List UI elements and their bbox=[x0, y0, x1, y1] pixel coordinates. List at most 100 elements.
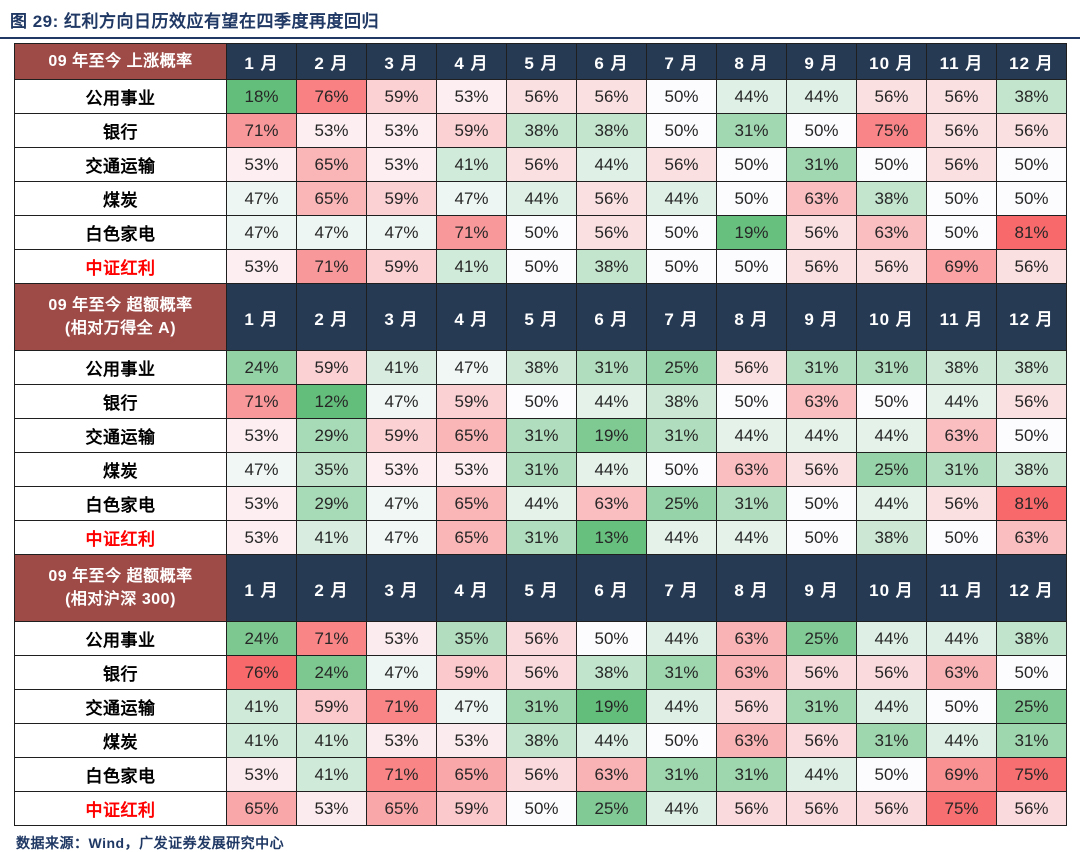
section-2-month-header-8: 8 月 bbox=[716, 283, 787, 351]
row-label: 交通运输 bbox=[14, 418, 227, 453]
value-cell: 56% bbox=[506, 757, 577, 792]
value-cell: 47% bbox=[436, 689, 507, 724]
value-cell: 56% bbox=[996, 249, 1067, 284]
row-label: 公用事业 bbox=[14, 79, 227, 114]
value-cell: 56% bbox=[996, 791, 1067, 826]
value-cell: 44% bbox=[576, 384, 647, 419]
value-cell: 50% bbox=[786, 113, 857, 148]
value-cell: 44% bbox=[786, 79, 857, 114]
row-label: 银行 bbox=[14, 384, 227, 419]
section-3-month-header-10: 10 月 bbox=[856, 554, 927, 622]
value-cell: 41% bbox=[296, 520, 367, 555]
section-3-month-header-9: 9 月 bbox=[786, 554, 857, 622]
value-cell: 71% bbox=[226, 113, 297, 148]
value-cell: 56% bbox=[926, 486, 997, 521]
value-cell: 29% bbox=[296, 418, 367, 453]
value-cell: 25% bbox=[646, 350, 717, 385]
section-3-title: 09 年至今 超额概率 (相对沪深 300) bbox=[14, 554, 227, 622]
value-cell: 56% bbox=[926, 79, 997, 114]
table-row: 白色家电 47% 47% 47% 71% 50% 56% 50% 19% 56% 63% 50% 81% bbox=[14, 215, 1067, 250]
value-cell: 44% bbox=[646, 621, 717, 656]
value-cell: 47% bbox=[226, 181, 297, 216]
section-3-month-header-4: 4 月 bbox=[436, 554, 507, 622]
value-cell: 44% bbox=[716, 79, 787, 114]
table-row: 煤炭 47% 65% 59% 47% 44% 56% 44% 50% 63% 38% 50% 50% bbox=[14, 181, 1067, 216]
value-cell: 56% bbox=[856, 79, 927, 114]
value-cell: 50% bbox=[506, 384, 577, 419]
value-cell: 63% bbox=[786, 181, 857, 216]
value-cell: 47% bbox=[366, 486, 437, 521]
section-2-month-header-3: 3 月 bbox=[366, 283, 437, 351]
value-cell: 59% bbox=[436, 791, 507, 826]
value-cell: 63% bbox=[786, 384, 857, 419]
value-cell: 50% bbox=[646, 215, 717, 250]
value-cell: 50% bbox=[856, 757, 927, 792]
section-1-month-header-4: 4 月 bbox=[436, 43, 507, 80]
section-3-month-header-11: 11 月 bbox=[926, 554, 997, 622]
value-cell: 50% bbox=[646, 113, 717, 148]
value-cell: 50% bbox=[506, 791, 577, 826]
value-cell: 50% bbox=[996, 147, 1067, 182]
section-2-title: 09 年至今 超额概率 (相对万得全 A) bbox=[14, 283, 227, 351]
value-cell: 31% bbox=[716, 486, 787, 521]
value-cell: 41% bbox=[366, 350, 437, 385]
section-1-title: 09 年至今 上涨概率 bbox=[14, 43, 227, 80]
value-cell: 63% bbox=[716, 655, 787, 690]
value-cell: 63% bbox=[716, 621, 787, 656]
value-cell: 31% bbox=[716, 757, 787, 792]
value-cell: 59% bbox=[436, 384, 507, 419]
value-cell: 41% bbox=[296, 723, 367, 758]
value-cell: 44% bbox=[786, 757, 857, 792]
value-cell: 56% bbox=[786, 791, 857, 826]
section-3-month-header-12: 12 月 bbox=[996, 554, 1067, 622]
figure-title: 图 29: 红利方向日历效应有望在四季度再度回归 bbox=[10, 12, 380, 31]
value-cell: 53% bbox=[226, 520, 297, 555]
value-cell: 44% bbox=[856, 621, 927, 656]
value-cell: 44% bbox=[646, 520, 717, 555]
value-cell: 56% bbox=[576, 215, 647, 250]
value-cell: 31% bbox=[996, 723, 1067, 758]
value-cell: 56% bbox=[926, 147, 997, 182]
value-cell: 47% bbox=[366, 215, 437, 250]
value-cell: 56% bbox=[646, 147, 717, 182]
value-cell: 31% bbox=[506, 452, 577, 487]
value-cell: 63% bbox=[716, 452, 787, 487]
row-label: 银行 bbox=[14, 113, 227, 148]
value-cell: 59% bbox=[366, 249, 437, 284]
section-3-month-header-1: 1 月 bbox=[226, 554, 297, 622]
value-cell: 31% bbox=[856, 350, 927, 385]
section-3-month-header-7: 7 月 bbox=[646, 554, 717, 622]
section-2-month-header-2: 2 月 bbox=[296, 283, 367, 351]
value-cell: 38% bbox=[996, 452, 1067, 487]
value-cell: 56% bbox=[506, 655, 577, 690]
value-cell: 41% bbox=[436, 249, 507, 284]
value-cell: 69% bbox=[926, 249, 997, 284]
value-cell: 76% bbox=[226, 655, 297, 690]
value-cell: 47% bbox=[226, 452, 297, 487]
row-label: 煤炭 bbox=[14, 181, 227, 216]
table-row: 银行 76% 24% 47% 59% 56% 38% 31% 63% 56% 56% 63% 50% bbox=[14, 655, 1067, 690]
value-cell: 18% bbox=[226, 79, 297, 114]
value-cell: 50% bbox=[716, 181, 787, 216]
section-1-month-header-2: 2 月 bbox=[296, 43, 367, 80]
table-row: 白色家电 53% 41% 71% 65% 56% 63% 31% 31% 44% 50% 69% 75% bbox=[14, 757, 1067, 792]
section-1-month-header-10: 10 月 bbox=[856, 43, 927, 80]
value-cell: 47% bbox=[366, 655, 437, 690]
value-cell: 50% bbox=[926, 689, 997, 724]
row-label: 公用事业 bbox=[14, 621, 227, 656]
value-cell: 71% bbox=[226, 384, 297, 419]
value-cell: 38% bbox=[576, 249, 647, 284]
section-1-month-header-7: 7 月 bbox=[646, 43, 717, 80]
section-3-month-header-6: 6 月 bbox=[576, 554, 647, 622]
value-cell: 38% bbox=[856, 520, 927, 555]
table-row: 中证红利 65% 53% 65% 59% 50% 25% 44% 56% 56% 56% 75% 56% bbox=[14, 791, 1067, 826]
table-row: 煤炭 47% 35% 53% 53% 31% 44% 50% 63% 56% 25% 31% 38% bbox=[14, 452, 1067, 487]
value-cell: 69% bbox=[926, 757, 997, 792]
value-cell: 56% bbox=[996, 384, 1067, 419]
value-cell: 47% bbox=[436, 350, 507, 385]
value-cell: 65% bbox=[296, 181, 367, 216]
value-cell: 31% bbox=[786, 350, 857, 385]
row-label: 白色家电 bbox=[14, 486, 227, 521]
